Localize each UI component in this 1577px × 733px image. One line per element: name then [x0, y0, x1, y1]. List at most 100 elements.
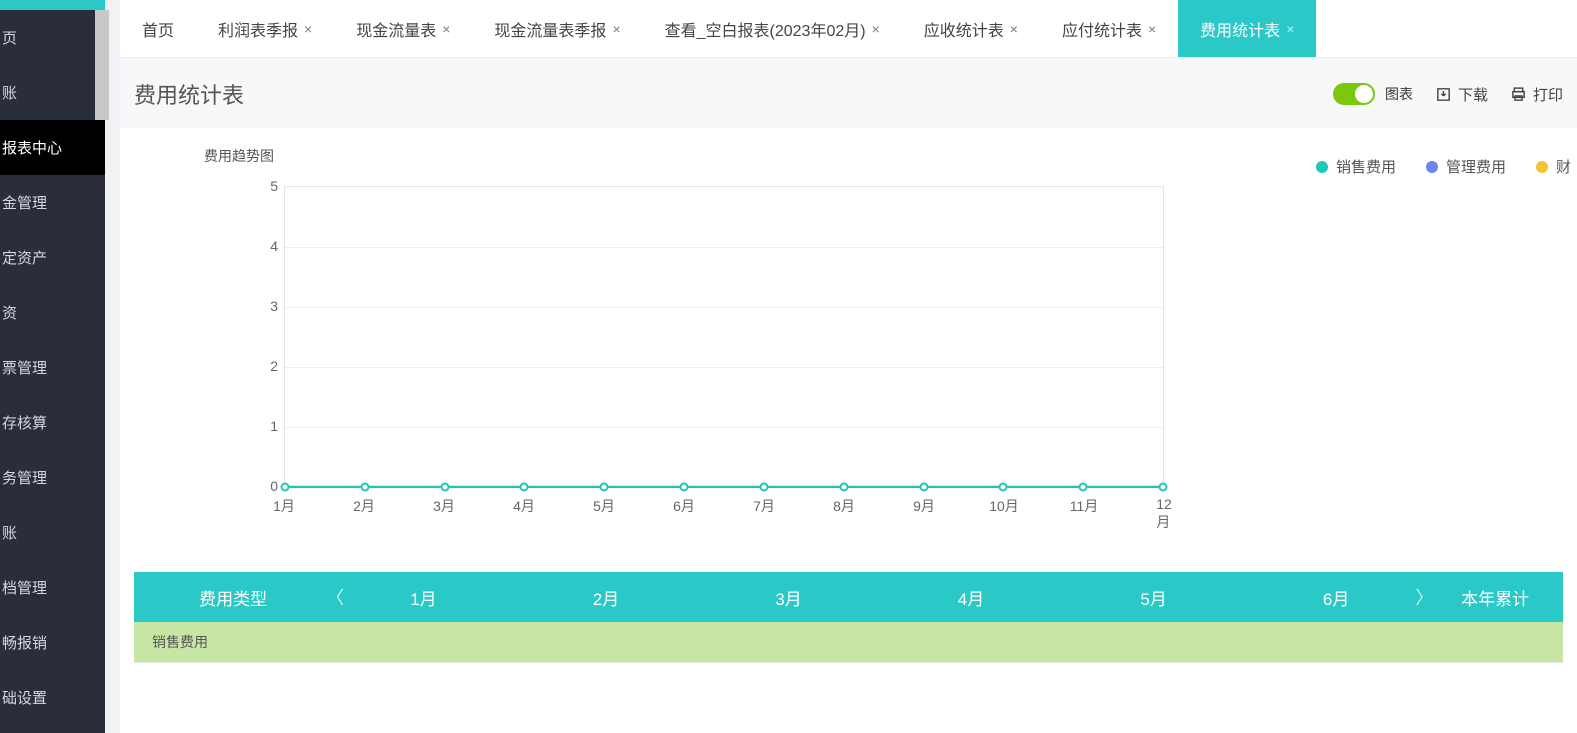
download-button[interactable]: 下载: [1435, 84, 1488, 105]
x-tick: 6月: [673, 496, 695, 516]
chart-plot: [284, 186, 1164, 486]
tab-1[interactable]: 利润表季报 ×: [196, 0, 334, 57]
legend-label: 财: [1556, 156, 1571, 177]
close-icon[interactable]: ×: [442, 21, 450, 37]
grid-line: [285, 247, 1163, 248]
table-cell: [1427, 622, 1563, 662]
tab-0[interactable]: 首页: [120, 0, 196, 57]
legend-dot-icon: [1536, 161, 1548, 173]
x-tick: 1月: [273, 496, 295, 516]
sidebar-item-1[interactable]: 账: [0, 65, 105, 120]
col-label: 2月: [593, 590, 619, 609]
print-button[interactable]: 打印: [1510, 84, 1563, 105]
table-header: 3月: [697, 572, 880, 622]
col-label: 3月: [775, 590, 801, 609]
tab-label: 费用统计表: [1200, 17, 1280, 41]
close-icon[interactable]: ×: [612, 21, 620, 37]
data-point: [440, 482, 449, 491]
sidebar-item-11[interactable]: 畅报销: [0, 615, 105, 670]
expense-table: 费用类型〈1月2月3月4月5月6月〉本年累计销售费用: [134, 572, 1563, 663]
sidebar-item-12[interactable]: 础设置: [0, 670, 105, 725]
sidebar-item-0[interactable]: 页: [0, 10, 105, 65]
x-tick: 2月: [353, 496, 375, 516]
download-icon: [1435, 86, 1452, 103]
table-row[interactable]: 销售费用: [134, 622, 1563, 662]
sidebar-item-label: 畅报销: [0, 632, 47, 653]
table-header: 4月: [880, 572, 1063, 622]
tab-label: 应收统计表: [924, 17, 1004, 41]
tab-label: 现金流量表: [356, 17, 436, 41]
legend-item[interactable]: 财: [1536, 156, 1571, 177]
col-label: 费用类型: [199, 590, 267, 609]
tab-2[interactable]: 现金流量表 ×: [334, 0, 472, 57]
tab-6[interactable]: 应付统计表 ×: [1040, 0, 1178, 57]
sidebar-item-label: 存核算: [0, 412, 47, 433]
table-header: 5月: [1062, 572, 1245, 622]
tab-4[interactable]: 查看_空白报表(2023年02月)×: [643, 0, 902, 57]
sidebar-item-5[interactable]: 资: [0, 285, 105, 340]
sidebar-item-7[interactable]: 存核算: [0, 395, 105, 450]
data-point: [1079, 482, 1088, 491]
y-tick: 3: [270, 298, 278, 314]
legend-label: 销售费用: [1336, 156, 1396, 177]
series-line: [285, 486, 1163, 489]
sidebar-item-2[interactable]: 报表中心: [0, 120, 105, 175]
chart-area: 012345 1月2月3月4月5月6月7月8月9月10月11月12月: [284, 186, 1164, 516]
sidebar-item-8[interactable]: 务管理: [0, 450, 105, 505]
data-point: [1159, 482, 1168, 491]
sidebar-item-label: 账: [0, 82, 17, 103]
legend-dot-icon: [1316, 161, 1328, 173]
sidebar-scrollbar[interactable]: [95, 10, 109, 733]
x-tick: 8月: [833, 496, 855, 516]
chart-legend: 销售费用 管理费用 财: [1316, 156, 1577, 177]
table-header: 费用类型: [134, 572, 332, 622]
tab-label: 应付统计表: [1062, 17, 1142, 41]
table-cell: [332, 622, 515, 662]
legend-item[interactable]: 销售费用: [1316, 156, 1396, 177]
tab-label: 利润表季报: [218, 17, 298, 41]
sidebar-item-4[interactable]: 定资产: [0, 230, 105, 285]
tab-7[interactable]: 费用统计表 ×: [1178, 0, 1316, 57]
x-tick: 5月: [593, 496, 615, 516]
x-tick: 11月: [1070, 496, 1099, 516]
tab-3[interactable]: 现金流量表季报×: [472, 0, 642, 57]
page-title: 费用统计表: [134, 78, 244, 110]
sidebar-item-3[interactable]: 金管理: [0, 175, 105, 230]
sidebar-item-9[interactable]: 账: [0, 505, 105, 560]
table-cell: [1062, 622, 1245, 662]
table-header: 6月〉: [1245, 572, 1428, 622]
legend-item[interactable]: 管理费用: [1426, 156, 1506, 177]
data-point: [520, 482, 529, 491]
close-icon[interactable]: ×: [304, 21, 312, 37]
sidebar-item-6[interactable]: 票管理: [0, 340, 105, 395]
close-icon[interactable]: ×: [1010, 21, 1018, 37]
sidebar-item-label: 础设置: [0, 687, 47, 708]
x-tick: 10月: [989, 496, 1019, 516]
data-point: [360, 482, 369, 491]
close-icon[interactable]: ×: [872, 21, 880, 37]
chevron-left-icon[interactable]: 〈: [326, 584, 344, 610]
x-tick: 12月: [1156, 496, 1172, 532]
grid-line: [285, 367, 1163, 368]
y-tick: 5: [270, 178, 278, 194]
chart-toggle[interactable]: [1333, 83, 1375, 105]
data-point: [600, 482, 609, 491]
grid-line: [285, 307, 1163, 308]
y-tick: 2: [270, 358, 278, 374]
sidebar-item-10[interactable]: 档管理: [0, 560, 105, 615]
x-tick: 7月: [753, 496, 775, 516]
y-tick: 0: [270, 478, 278, 494]
close-icon[interactable]: ×: [1148, 21, 1156, 37]
close-icon[interactable]: ×: [1286, 21, 1294, 37]
legend-label: 管理费用: [1446, 156, 1506, 177]
data-point: [759, 482, 768, 491]
col-label: 5月: [1140, 590, 1166, 609]
legend-dot-icon: [1426, 161, 1438, 173]
tab-5[interactable]: 应收统计表 ×: [902, 0, 1040, 57]
brand-topbar: [0, 0, 105, 10]
table-header: 本年累计: [1427, 572, 1563, 622]
col-label: 6月: [1323, 590, 1349, 609]
grid-line: [285, 427, 1163, 428]
table-cell: [880, 622, 1063, 662]
col-label: 本年累计: [1461, 590, 1529, 609]
